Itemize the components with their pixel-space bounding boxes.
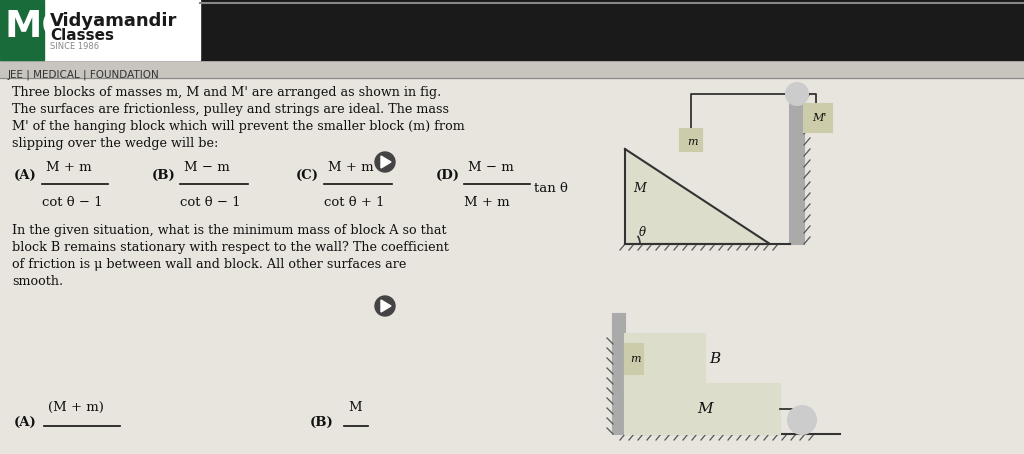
Text: (C): (C) [296,169,319,182]
Bar [0,0,44,60]
Text: Vidyamandir: Vidyamandir [50,12,177,30]
Text: M + m: M + m [464,196,510,209]
Text: JEE | MEDICAL | FOUNDATION: JEE | MEDICAL | FOUNDATION [8,70,160,80]
Circle shape [375,296,395,316]
Text: cot θ + 1: cot θ + 1 [324,196,384,209]
Text: of friction is μ between wall and block. All other surfaces are: of friction is μ between wall and block.… [12,258,407,271]
Bar [0,78,1024,454]
Bar [804,104,831,132]
Text: B: B [709,352,720,366]
Polygon shape [381,156,391,168]
Text: (D): (D) [436,169,460,182]
Polygon shape [625,149,770,244]
Text: m: m [687,137,697,147]
Text: tan θ: tan θ [534,182,568,194]
Text: block B remains stationary with respect to the wall? The coefficient: block B remains stationary with respect … [12,241,449,254]
Text: M: M [697,402,713,416]
Text: cot θ − 1: cot θ − 1 [42,196,102,209]
Text: M': M' [812,113,826,123]
Polygon shape [381,300,391,312]
Text: M: M [633,182,646,195]
Bar [0,0,1024,60]
Text: M − m: M − m [184,161,229,174]
Text: Three blocks of masses m, M and M' are arranged as shown in fig.: Three blocks of masses m, M and M' are a… [12,86,441,99]
Circle shape [788,406,816,434]
Text: M − m: M − m [468,161,514,174]
Text: SINCE 1986: SINCE 1986 [50,42,99,51]
Bar [625,344,643,374]
Bar [680,129,702,151]
Bar [0,0,200,60]
Bar [790,89,804,244]
Circle shape [375,152,395,172]
Bar [613,314,625,434]
Text: In the given situation, what is the minimum mass of block A so that: In the given situation, what is the mini… [12,224,446,237]
Bar [625,384,780,434]
Bar [0,60,1024,78]
Text: (M + m): (M + m) [48,401,103,414]
Text: θ: θ [639,226,646,239]
Text: (A): (A) [14,415,37,429]
Text: cot θ − 1: cot θ − 1 [180,196,241,209]
Text: The surfaces are frictionless, pulley and strings are ideal. The mass: The surfaces are frictionless, pulley an… [12,103,449,116]
Text: M + m: M + m [328,161,374,174]
Circle shape [786,83,808,105]
Text: M + m: M + m [46,161,91,174]
Text: M' of the hanging block which will prevent the smaller block (m) from: M' of the hanging block which will preve… [12,120,465,133]
Text: (B): (B) [310,415,334,429]
Bar [625,334,705,384]
Text: slipping over the wedge will be:: slipping over the wedge will be: [12,137,218,150]
Text: M: M [348,401,361,414]
Text: smooth.: smooth. [12,275,63,288]
Text: (B): (B) [152,169,176,182]
Text: m: m [630,354,640,364]
Text: (A): (A) [14,169,37,182]
Text: Classes: Classes [50,28,114,43]
Text: MC: MC [4,10,69,46]
